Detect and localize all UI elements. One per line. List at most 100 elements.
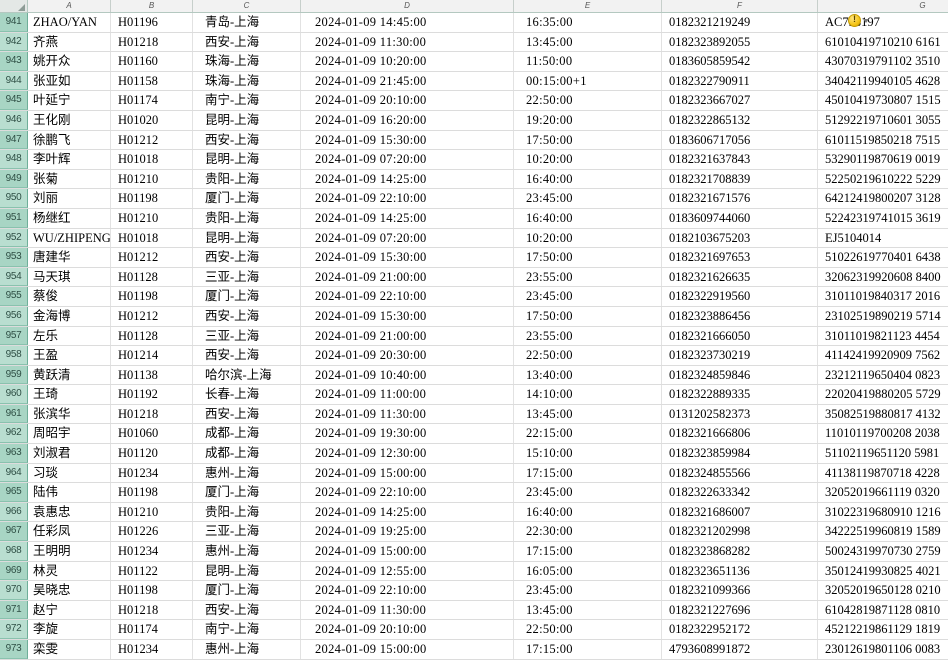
cell-arr[interactable]: 17:15:00 xyxy=(514,463,662,483)
cell-idno[interactable]: 51102119651120 5981 xyxy=(818,444,948,463)
cell-code[interactable]: H01160 xyxy=(111,52,193,71)
table-row[interactable]: 972 李旋 H01174 南宁-上海 2024-01-09 20:10:00 22:50… xyxy=(0,620,948,640)
cell-dep[interactable]: 2024-01-09 20:10:00 xyxy=(301,91,514,110)
cell-order[interactable]: 0182321202998 xyxy=(662,522,818,542)
cell-code[interactable]: H01174 xyxy=(111,620,193,639)
cell-code[interactable]: H01120 xyxy=(111,444,193,463)
cell-code[interactable]: H01212 xyxy=(111,130,193,150)
cell-order[interactable]: 0182321708839 xyxy=(662,169,818,189)
cell-idno[interactable]: 23212119650404 0823 xyxy=(818,366,948,385)
row-header-956[interactable]: 956 xyxy=(0,306,28,326)
cell-code[interactable]: H01218 xyxy=(111,404,193,424)
cell-name[interactable]: 唐建华 xyxy=(28,248,111,267)
cell-dep[interactable]: 2024-01-09 15:30:00 xyxy=(301,248,514,267)
column-header-c[interactable]: C xyxy=(193,0,301,12)
row-header-943[interactable]: 943 xyxy=(0,52,28,71)
cell-arr[interactable]: 13:45:00 xyxy=(514,600,662,620)
cell-name[interactable]: 王化刚 xyxy=(28,110,111,130)
cell-arr[interactable]: 16:40:00 xyxy=(514,502,662,522)
cell-route[interactable]: 厦门-上海 xyxy=(193,287,301,306)
cell-idno[interactable]: 31022319680910 1216 xyxy=(818,503,948,522)
cell-code[interactable]: H01198 xyxy=(111,287,193,306)
cell-route[interactable]: 西安-上海 xyxy=(193,130,301,150)
cell-name[interactable]: 齐燕 xyxy=(28,32,111,52)
cell-code[interactable]: H01234 xyxy=(111,640,193,659)
table-row[interactable]: 955 蔡俊 H01198 厦门-上海 2024-01-09 22:10:00 23:45… xyxy=(0,287,948,307)
cell-idno[interactable]: 52250219610222 5229 xyxy=(818,170,948,189)
cell-arr[interactable]: 10:20:00 xyxy=(514,228,662,248)
row-header-959[interactable]: 959 xyxy=(0,365,28,385)
cell-dep[interactable]: 2024-01-09 14:45:00 xyxy=(301,13,514,32)
cell-route[interactable]: 西安-上海 xyxy=(193,32,301,52)
cell-arr[interactable]: 10:20:00 xyxy=(514,150,662,169)
cell-dep[interactable]: 2024-01-09 11:30:00 xyxy=(301,32,514,52)
cell-dep[interactable]: 2024-01-09 19:30:00 xyxy=(301,424,514,444)
cell-code[interactable]: H01128 xyxy=(111,326,193,346)
row-header-969[interactable]: 969 xyxy=(0,561,28,581)
table-row[interactable]: 959 黄跃清 H01138 哈尔滨-上海 2024-01-09 10:40:00 13:… xyxy=(0,365,948,386)
cell-arr[interactable]: 17:15:00 xyxy=(514,640,662,659)
cell-name[interactable]: 栾雯 xyxy=(28,640,111,659)
cell-name[interactable]: 蔡俊 xyxy=(28,287,111,306)
cell-order[interactable]: 0182323730219 xyxy=(662,346,818,365)
cell-arr[interactable]: 17:50:00 xyxy=(514,306,662,326)
cell-arr[interactable]: 17:50:00 xyxy=(514,248,662,267)
table-row[interactable]: 943 姚开众 H01160 珠海-上海 2024-01-09 10:20:00 11:5… xyxy=(0,52,948,72)
cell-name[interactable]: 任彩凤 xyxy=(28,522,111,542)
row-header-972[interactable]: 972 xyxy=(0,620,28,639)
column-header-g[interactable]: G xyxy=(818,0,948,12)
row-header-944[interactable]: 944 xyxy=(0,71,28,91)
table-row[interactable]: 963 刘淑君 H01120 成都-上海 2024-01-09 12:30:00 15:1… xyxy=(0,444,948,464)
cell-code[interactable]: H01138 xyxy=(111,365,193,385)
cell-order[interactable]: 0183605859542 xyxy=(662,52,818,71)
row-header-957[interactable]: 957 xyxy=(0,326,28,346)
table-row[interactable]: 945 叶延宁 H01174 南宁-上海 2024-01-09 20:10:00 22:5… xyxy=(0,91,948,111)
cell-route[interactable]: 惠州-上海 xyxy=(193,640,301,659)
cell-arr[interactable]: 23:45:00 xyxy=(514,189,662,208)
cell-name[interactable]: 刘淑君 xyxy=(28,444,111,463)
table-row[interactable]: 947 徐鹏飞 H01212 西安-上海 2024-01-09 15:30:00 17:5… xyxy=(0,130,948,151)
cell-code[interactable]: H01210 xyxy=(111,169,193,189)
cell-arr[interactable]: 11:50:00 xyxy=(514,52,662,71)
cell-name[interactable]: 姚开众 xyxy=(28,52,111,71)
cell-name[interactable]: 赵宁 xyxy=(28,600,111,620)
row-header-966[interactable]: 966 xyxy=(0,502,28,522)
cell-dep[interactable]: 2024-01-09 22:10:00 xyxy=(301,581,514,600)
cell-order[interactable]: 0182321227696 xyxy=(662,600,818,620)
cell-order[interactable]: 0182323651136 xyxy=(662,561,818,581)
cell-name[interactable]: 张菊 xyxy=(28,169,111,189)
cell-code[interactable]: H01174 xyxy=(111,91,193,110)
cell-dep[interactable]: 2024-01-09 12:30:00 xyxy=(301,444,514,463)
cell-dep[interactable]: 2024-01-09 21:45:00 xyxy=(301,71,514,91)
cell-name[interactable]: 马天琪 xyxy=(28,267,111,287)
cell-idno[interactable]: 23102519890219 5714 xyxy=(818,307,948,326)
cell-arr[interactable]: 23:45:00 xyxy=(514,287,662,306)
cell-name[interactable]: ZHAO/YAN xyxy=(28,13,111,32)
cell-idno[interactable]: 41138119870718 4228 xyxy=(818,464,948,483)
cell-arr[interactable]: 16:05:00 xyxy=(514,561,662,581)
cell-name[interactable]: 习琰 xyxy=(28,463,111,483)
column-header-a[interactable]: A xyxy=(28,0,111,12)
cell-dep[interactable]: 2024-01-09 22:10:00 xyxy=(301,287,514,306)
cell-order[interactable]: 0182324855566 xyxy=(662,463,818,483)
cell-order[interactable]: 0182321219249 xyxy=(662,13,818,32)
cell-order[interactable]: 0182322952172 xyxy=(662,620,818,639)
cell-dep[interactable]: 2024-01-09 16:20:00 xyxy=(301,110,514,130)
select-all-corner[interactable] xyxy=(0,0,28,12)
cell-code[interactable]: H01226 xyxy=(111,522,193,542)
cell-arr[interactable]: 15:10:00 xyxy=(514,444,662,463)
cell-idno[interactable]: 43070319791102 3510 xyxy=(818,52,948,71)
cell-name[interactable]: 林灵 xyxy=(28,561,111,581)
cell-order[interactable]: 0182321637843 xyxy=(662,150,818,169)
table-row[interactable]: 952 WU/ZHIPENG H01018 昆明-上海 2024-01-09 07:20… xyxy=(0,228,948,249)
cell-route[interactable]: 厦门-上海 xyxy=(193,581,301,600)
table-row[interactable]: 969 林灵 H01122 昆明-上海 2024-01-09 12:55:00 16:05… xyxy=(0,561,948,582)
cell-idno[interactable]: 61042819871128 0810 xyxy=(818,601,948,620)
cell-code[interactable]: H01218 xyxy=(111,600,193,620)
cell-dep[interactable]: 2024-01-09 14:25:00 xyxy=(301,169,514,189)
cell-arr[interactable]: 13:45:00 xyxy=(514,404,662,424)
column-header-f[interactable]: F xyxy=(662,0,818,12)
cell-idno[interactable]: 34042119940105 4628 xyxy=(818,72,948,91)
cell-idno[interactable]: 52242319741015 3619 xyxy=(818,209,948,228)
